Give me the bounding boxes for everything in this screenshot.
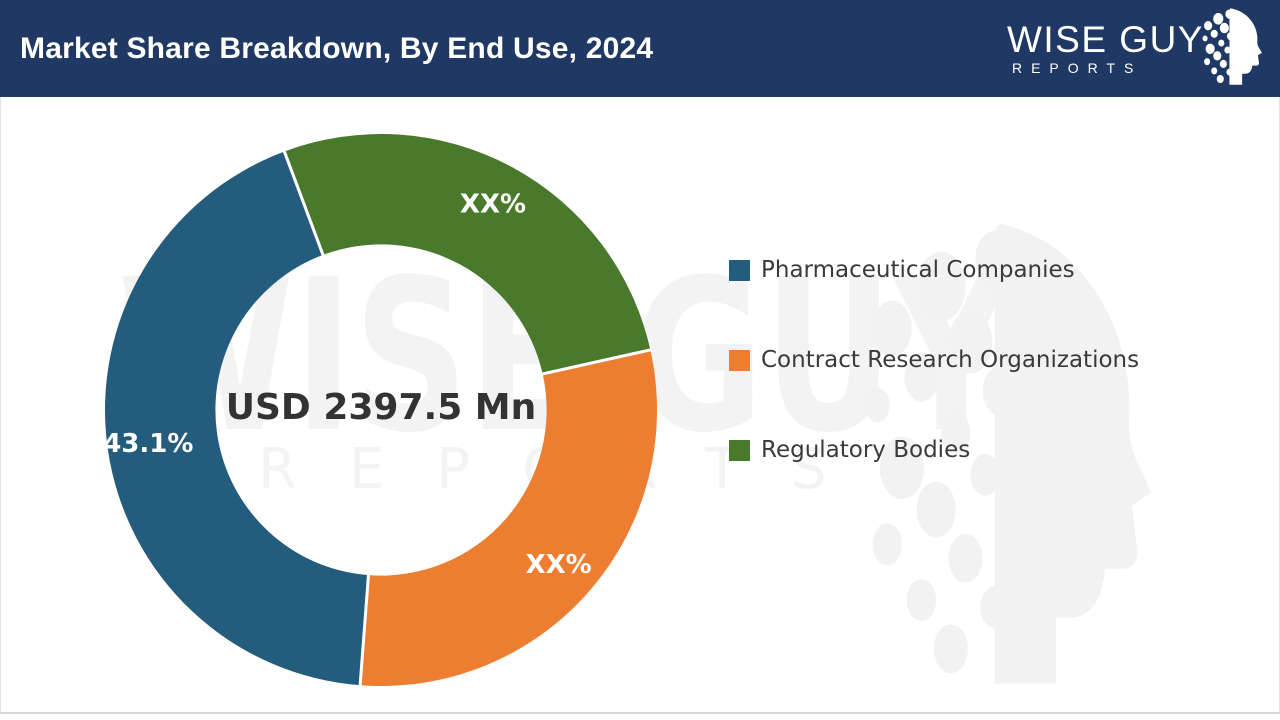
donut-slice: [104, 151, 369, 686]
brand-logo: WISE GUY REPORTS: [1007, 6, 1266, 90]
legend-swatch: [729, 439, 750, 461]
chart-legend: Pharmaceutical Companies Contract Researc…: [729, 256, 1139, 526]
donut-slice: [360, 349, 657, 686]
legend-swatch: [729, 349, 750, 371]
header: Market Share Breakdown, By End Use, 2024…: [0, 0, 1280, 97]
left-border: [0, 97, 1, 714]
legend-item: Contract Research Organizations: [729, 346, 1139, 374]
legend-item: Regulatory Bodies: [729, 436, 1139, 464]
legend-swatch: [729, 259, 750, 281]
legend-item: Pharmaceutical Companies: [729, 256, 1139, 284]
slice-label: 43.1%: [103, 429, 193, 459]
slice-divider: [358, 573, 371, 687]
legend-label: Pharmaceutical Companies: [761, 257, 1075, 283]
brand-tagline: REPORTS: [1011, 60, 1143, 76]
slice-divider: [282, 150, 326, 258]
slice-divider: [540, 348, 652, 376]
bottom-rule: [0, 712, 1280, 714]
brand-name: WISE GUY: [1006, 19, 1204, 60]
chart-center-value: USD 2397.5 Mn: [225, 387, 537, 428]
legend-label: Regulatory Bodies: [761, 437, 971, 463]
donut-slice: [284, 134, 651, 374]
slice-label: XX%: [460, 189, 526, 219]
brand-logo-text: WISE GUY REPORTS: [1007, 21, 1204, 75]
legend-label: Contract Research Organizations: [761, 347, 1140, 373]
slice-label: XX%: [526, 550, 592, 580]
page-title: Market Share Breakdown, By End Use, 2024: [20, 31, 654, 65]
